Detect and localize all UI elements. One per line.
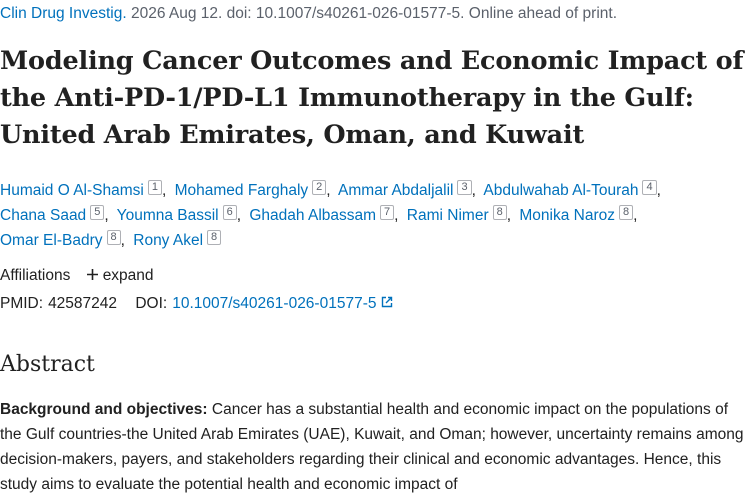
author-name[interactable]: Monika Naroz (519, 207, 615, 224)
affiliation-number[interactable]: 6 (222, 205, 237, 220)
author: Mohamed Farghaly 2 (174, 180, 335, 199)
expand-text: expand (102, 267, 154, 284)
author: Youmna Bassil 6 (116, 205, 245, 224)
affiliation-number[interactable]: 8 (207, 230, 222, 245)
affiliation-number[interactable]: 2 (312, 180, 327, 195)
author: Rony Akel 8 (133, 230, 222, 249)
author-name[interactable]: Abdulwahab Al-Tourah (483, 182, 639, 199)
affiliation-number[interactable]: 1 (147, 180, 162, 195)
article-title: Modeling Cancer Outcomes and Economic Im… (0, 46, 744, 150)
abstract-paragraph: Background and objectives: Cancer has a … (0, 397, 748, 497)
author: Ghadah Albassam 7 (249, 205, 402, 224)
author-name[interactable]: Humaid O Al-Shamsi (0, 182, 144, 199)
affiliation-number[interactable]: 4 (642, 180, 657, 195)
author: Rami Nimer 8 (406, 205, 515, 224)
affiliation-number[interactable]: 3 (457, 180, 472, 195)
pmid-label: PMID: (0, 295, 44, 312)
journal-link[interactable]: Clin Drug Investig. (0, 5, 127, 22)
affiliations-label: Affiliations (0, 267, 71, 284)
author-name[interactable]: Rony Akel (133, 232, 204, 249)
affiliation-number[interactable]: 8 (618, 205, 634, 220)
author: Abdulwahab Al-Tourah 4 (483, 180, 665, 199)
citation: Clin Drug Investig. 2026 Aug 12. doi: 10… (0, 5, 617, 23)
author-name[interactable]: Mohamed Farghaly (174, 182, 309, 199)
expand-toggle[interactable]: expand (86, 267, 154, 284)
citation-details: 2026 Aug 12. doi: 10.1007/s40261-026-015… (130, 5, 618, 22)
author: Humaid O Al-Shamsi 1 (0, 180, 170, 199)
author: Ammar Abdaljalil 3 (338, 180, 480, 199)
affiliation-number[interactable]: 8 (106, 230, 121, 245)
abstract-text: Cancer has a substantial health and econ… (0, 401, 744, 493)
author-name[interactable]: Chana Saad (0, 207, 87, 224)
author-name[interactable]: Rami Nimer (406, 207, 489, 224)
abstract-section-label: Background and objectives: (0, 401, 208, 418)
affiliation-number[interactable]: 7 (380, 205, 395, 220)
author: Omar El-Badry 8 (0, 230, 129, 249)
author-name[interactable]: Ghadah Albassam (249, 207, 377, 224)
doi-link[interactable]: 10.1007/s40261-026-01577-5 (172, 295, 393, 312)
pmid: 42587242 (48, 295, 118, 312)
author-name[interactable]: Youmna Bassil (116, 207, 219, 224)
author: Monika Naroz 8 (519, 205, 641, 224)
external-link-icon (381, 296, 392, 308)
affiliation-number[interactable]: 5 (90, 205, 105, 220)
identifiers: PMID: 42587242 DOI: 10.1007/s40261-026-015… (0, 295, 393, 313)
affiliations: Affiliations expand (0, 267, 154, 285)
abstract-heading: Abstract (0, 352, 95, 377)
author-name[interactable]: Ammar Abdaljalil (338, 182, 454, 199)
affiliation-number[interactable]: 8 (492, 205, 507, 220)
doi-text: 10.1007/s40261-026-01577-5 (172, 295, 377, 312)
author: Chana Saad 5 (0, 205, 113, 224)
author-name[interactable]: Omar El-Badry (0, 232, 103, 249)
doi-label: DOI: (135, 295, 168, 312)
plus-icon (86, 269, 98, 280)
